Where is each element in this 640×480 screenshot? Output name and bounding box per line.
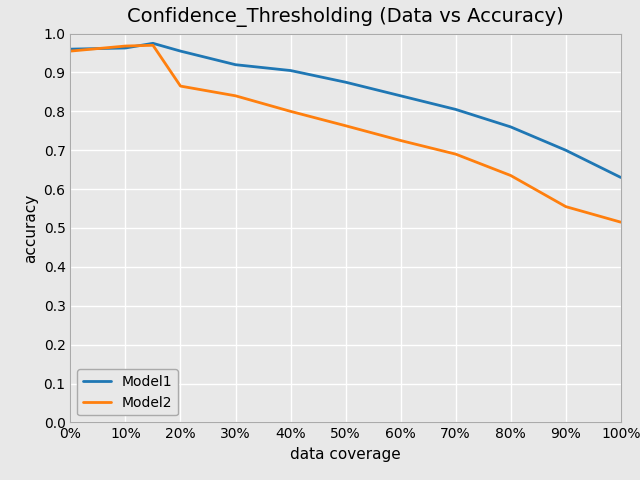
Model2 xyxy=(177,83,184,89)
Model1 xyxy=(287,68,294,73)
Model1 xyxy=(232,62,239,68)
Y-axis label: accuracy: accuracy xyxy=(23,193,38,263)
Model1 xyxy=(562,147,570,153)
Model2 xyxy=(67,48,74,54)
Model2 xyxy=(397,138,404,144)
Model1 xyxy=(617,175,625,180)
Model2 xyxy=(562,204,570,209)
Model2 xyxy=(452,151,460,157)
Model2 xyxy=(507,173,515,179)
Title: Confidence_Thresholding (Data vs Accuracy): Confidence_Thresholding (Data vs Accurac… xyxy=(127,8,564,27)
Model1 xyxy=(507,124,515,130)
Line: Model2: Model2 xyxy=(70,45,621,222)
Model2 xyxy=(149,42,157,48)
Model2 xyxy=(287,108,294,114)
Legend: Model1, Model2: Model1, Model2 xyxy=(77,370,178,416)
Model2 xyxy=(617,219,625,225)
Line: Model1: Model1 xyxy=(70,43,621,178)
Model1 xyxy=(122,45,129,51)
Model1 xyxy=(149,40,157,46)
Model1 xyxy=(177,48,184,54)
Model1 xyxy=(67,46,74,52)
Model2 xyxy=(122,43,129,49)
Model2 xyxy=(232,93,239,99)
Model1 xyxy=(342,79,349,85)
Model1 xyxy=(397,93,404,99)
Model2 xyxy=(342,123,349,129)
X-axis label: data coverage: data coverage xyxy=(290,447,401,462)
Model1 xyxy=(452,107,460,112)
